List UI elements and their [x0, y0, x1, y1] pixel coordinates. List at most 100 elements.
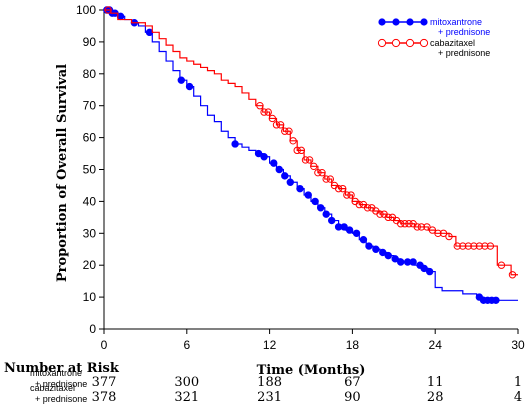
censor-marker — [439, 229, 448, 238]
legend-label: cabazitaxel — [430, 38, 475, 48]
y-tick-label: 40 — [83, 194, 97, 208]
censor-marker — [104, 6, 112, 14]
censor-marker — [401, 220, 409, 228]
censor-marker — [428, 226, 437, 234]
y-tick-label: 50 — [83, 163, 97, 177]
y-tick-label: 10 — [83, 290, 97, 304]
censor-marker — [293, 146, 301, 155]
censor-marker — [281, 127, 289, 135]
censor-marker — [363, 204, 372, 212]
censor-marker — [459, 242, 467, 250]
censor-marker — [305, 156, 314, 164]
censor-marker — [481, 242, 489, 250]
legend-label: mitoxantrone — [430, 17, 482, 27]
y-axis-label: Proportion of Overall Survival — [55, 64, 70, 282]
censor-marker — [372, 245, 380, 253]
risk-row: cabazitaxel+ prednisone 378 321 231 90 28 4 — [30, 383, 522, 405]
censor-marker — [359, 235, 368, 244]
censor-marker — [177, 76, 185, 84]
legend-marker — [377, 38, 387, 48]
risk-count: 90 — [344, 390, 361, 405]
censor-marker — [326, 175, 335, 183]
censor-marker — [352, 229, 361, 238]
risk-count: 231 — [257, 390, 282, 405]
censor-marker — [268, 114, 277, 123]
censor-marker — [289, 137, 297, 145]
y-tick-label: 100 — [76, 3, 96, 17]
axes: 0 10 20 30 40 50 60 70 80 90 100 0 6 12 18 24 30 — [76, 3, 525, 352]
risk-table-title: Number at Risk — [4, 361, 120, 376]
censor-marker — [445, 232, 453, 241]
censor-marker — [272, 121, 281, 129]
censor-marker — [256, 102, 264, 110]
censor-marker — [376, 210, 384, 218]
censor-marker — [397, 258, 405, 266]
censor-marker — [379, 248, 387, 257]
censor-marker — [328, 216, 336, 225]
censor-marker — [310, 162, 318, 171]
censor-marker — [340, 223, 348, 231]
censor-marker — [453, 242, 461, 250]
censor-marker — [260, 153, 268, 161]
censor-marker — [301, 156, 310, 164]
risk-row-label: + prednisone — [35, 394, 87, 404]
x-tick-label: 24 — [429, 338, 443, 352]
legend-marker — [378, 18, 386, 26]
legend-item: mitoxantrone+ prednisone — [378, 17, 490, 37]
risk-row-label: + prednisone — [35, 379, 87, 389]
censor-marker — [276, 121, 285, 129]
censor-marker — [286, 178, 294, 186]
y-tick-label: 90 — [83, 35, 97, 49]
censor-marker — [339, 184, 347, 193]
x-tick-label: 6 — [183, 338, 190, 352]
censor-marker — [486, 242, 495, 250]
risk-count: 4 — [514, 390, 522, 405]
x-tick-label: 0 — [101, 338, 108, 352]
x-tick-label: 18 — [346, 338, 360, 352]
censor-marker — [508, 271, 517, 279]
legend-marker — [405, 38, 415, 48]
y-tick-label: 80 — [83, 67, 97, 81]
legend-item: cabazitaxel+ prednisone — [377, 38, 490, 58]
legend-marker — [419, 38, 429, 48]
censor-marker — [413, 223, 421, 231]
censor-marker — [322, 210, 330, 218]
censor-marker — [420, 264, 428, 273]
censor-marker — [365, 242, 373, 250]
y-tick-label: 60 — [83, 131, 97, 145]
x-tick-label: 12 — [263, 338, 277, 352]
censor-marker — [391, 255, 399, 263]
risk-count: 67 — [344, 375, 361, 390]
legend-marker — [391, 38, 401, 48]
censor-marker — [423, 223, 431, 231]
censor-marker — [384, 213, 392, 222]
y-tick-label: 0 — [89, 322, 96, 336]
risk-count: 321 — [174, 390, 199, 405]
censor-marker — [397, 220, 405, 228]
y-tick-label: 30 — [83, 226, 97, 240]
series-cabazitaxel — [104, 6, 518, 279]
y-tick-label: 70 — [83, 99, 97, 113]
legend-label: + prednisone — [438, 48, 490, 58]
censor-marker — [405, 220, 413, 228]
censor-marker — [311, 197, 319, 206]
risk-count: 11 — [427, 375, 444, 390]
censor-marker — [409, 258, 417, 266]
risk-count: 378 — [92, 390, 117, 405]
censor-marker — [334, 184, 343, 193]
censor-marker — [475, 242, 484, 250]
risk-count: 1 — [514, 375, 522, 390]
censor-marker — [322, 175, 330, 183]
risk-count: 28 — [427, 390, 444, 405]
censor-marker — [355, 200, 363, 209]
censor-marker — [231, 140, 239, 148]
series-layer — [103, 6, 518, 304]
censor-marker — [425, 267, 434, 276]
legend-marker — [392, 18, 400, 26]
censor-marker — [185, 82, 194, 91]
censor-marker — [264, 108, 272, 116]
x-tick-label: 30 — [511, 338, 525, 352]
censor-marker — [318, 168, 326, 177]
